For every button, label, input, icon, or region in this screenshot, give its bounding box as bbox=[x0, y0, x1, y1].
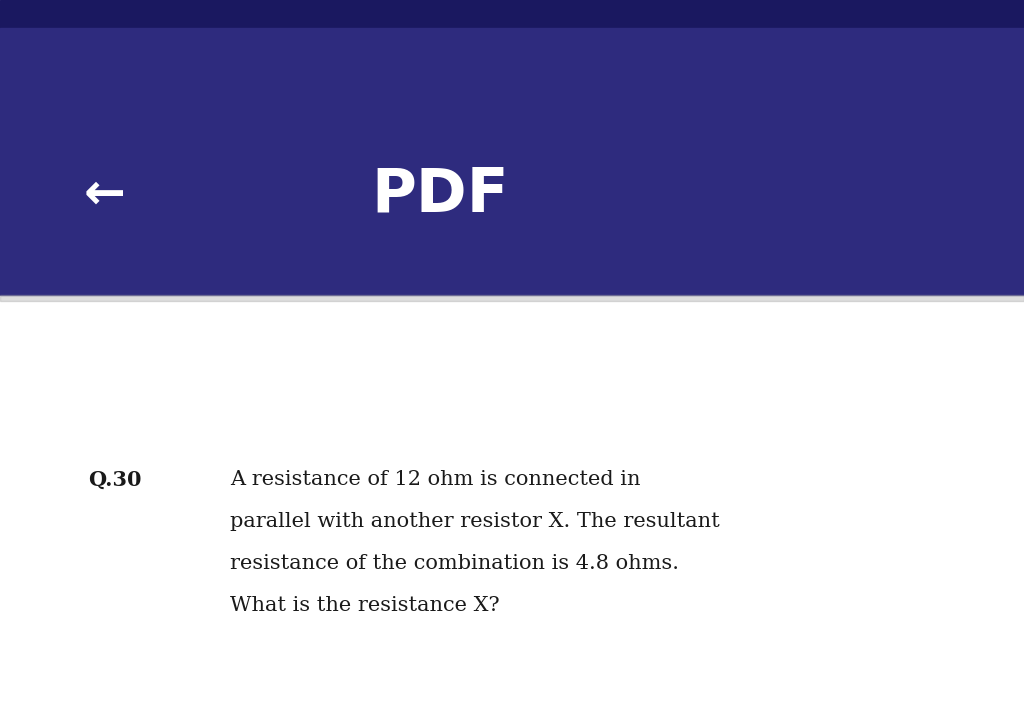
Text: What is the resistance X?: What is the resistance X? bbox=[230, 596, 500, 615]
Bar bbox=[0, 295, 1024, 714]
Text: resistance of the combination is 4.8 ohms.: resistance of the combination is 4.8 ohm… bbox=[230, 554, 679, 573]
Text: A resistance of 12 ohm is connected in: A resistance of 12 ohm is connected in bbox=[230, 470, 640, 489]
Bar bbox=[0, 0, 1024, 28]
Bar bbox=[0, 295, 1024, 301]
Text: Q.30: Q.30 bbox=[88, 470, 141, 490]
Text: PDF: PDF bbox=[372, 166, 509, 224]
Text: ←: ← bbox=[84, 171, 126, 219]
Text: parallel with another resistor X. The resultant: parallel with another resistor X. The re… bbox=[230, 512, 720, 531]
Bar bbox=[0, 28, 1024, 295]
